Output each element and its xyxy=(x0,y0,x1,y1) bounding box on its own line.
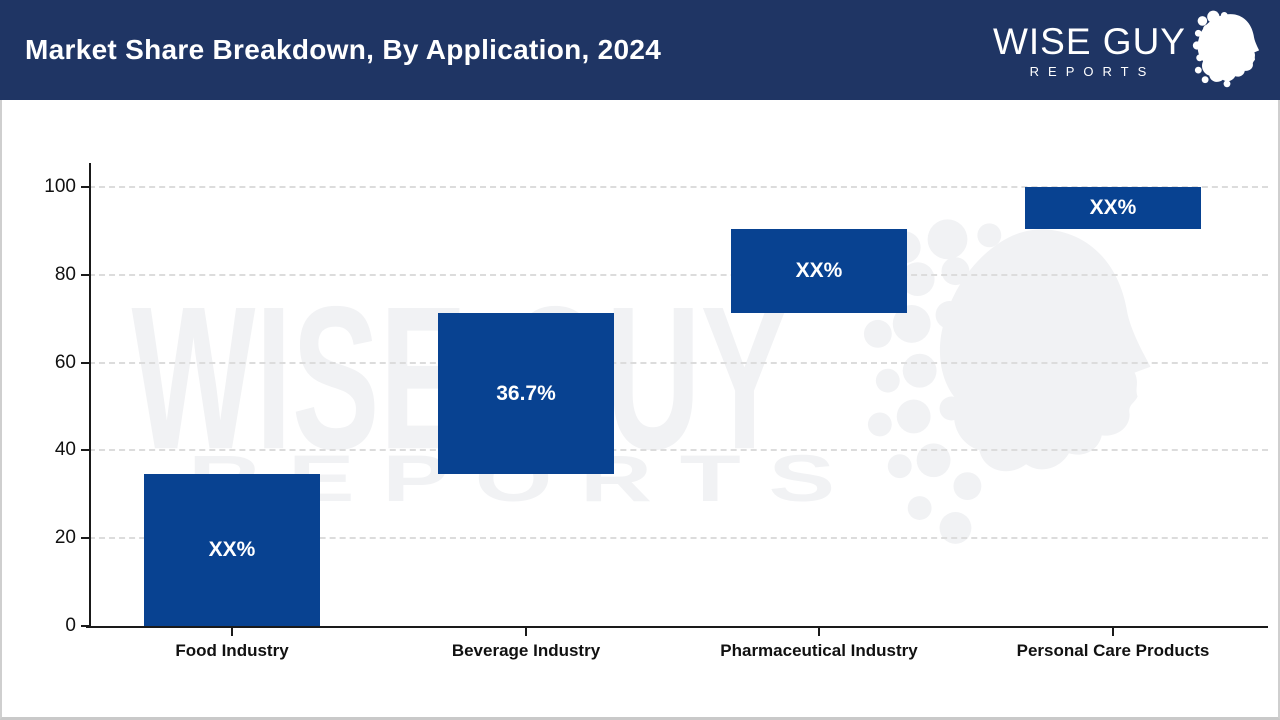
y-axis-tick-label: 20 xyxy=(54,527,76,549)
gridline xyxy=(89,361,1268,364)
face-profile-icon xyxy=(1192,10,1260,88)
header-band: Market Share Breakdown, By Application, … xyxy=(0,0,1280,100)
category-label: Personal Care Products xyxy=(1016,641,1210,660)
bar-value-label: XX% xyxy=(208,538,256,562)
category-label: Pharmaceutical Industry xyxy=(720,641,918,660)
category-label: Beverage Industry xyxy=(451,641,601,660)
y-axis-tick-mark xyxy=(81,449,89,452)
x-axis-tick-mark xyxy=(818,628,820,636)
x-axis-line xyxy=(86,626,1268,628)
bar-value-label: XX% xyxy=(1089,196,1137,220)
y-axis-tick-label: 100 xyxy=(44,176,76,197)
gridline xyxy=(89,537,1268,540)
x-axis-tick-mark xyxy=(525,628,527,636)
y-axis-tick-mark xyxy=(81,361,89,364)
y-axis-tick-label: 60 xyxy=(54,351,76,373)
x-axis-tick-mark xyxy=(1112,628,1114,636)
y-axis-line xyxy=(89,163,91,628)
y-axis-tick-mark xyxy=(81,537,89,540)
y-axis-tick-mark xyxy=(81,273,89,276)
bar-value-label: 36.7% xyxy=(496,381,556,405)
waterfall-bar: XX% xyxy=(1025,187,1201,230)
y-axis-tick-mark xyxy=(81,625,89,627)
gridline xyxy=(89,186,1268,188)
logo-text: WISE GUY REPORTS xyxy=(993,23,1186,79)
waterfall-bar: 36.7% xyxy=(438,312,614,475)
y-axis-tick-label: 80 xyxy=(54,263,76,285)
chart-canvas: WISE GUY R E P O R T S 0 20 40 60 80 100 XX% Fo… xyxy=(0,100,1280,720)
waterfall-bar: XX% xyxy=(144,474,320,626)
logo-subtitle: REPORTS xyxy=(1029,64,1156,79)
y-axis-tick-mark xyxy=(81,186,89,188)
category-label: Food Industry xyxy=(175,641,289,660)
wise-guy-logo: WISE GUY REPORTS xyxy=(993,10,1266,92)
x-axis-tick-mark xyxy=(231,628,233,636)
gridline xyxy=(89,449,1268,452)
logo-wordmark: WISE GUY xyxy=(992,21,1186,62)
waterfall-bar: XX% xyxy=(731,229,907,313)
bar-value-label: XX% xyxy=(795,259,843,283)
y-axis-tick-label: 40 xyxy=(54,439,76,461)
gridline xyxy=(89,273,1268,276)
y-axis-tick-label: 0 xyxy=(65,615,76,636)
chart-title: Market Share Breakdown, By Application, … xyxy=(25,34,662,65)
